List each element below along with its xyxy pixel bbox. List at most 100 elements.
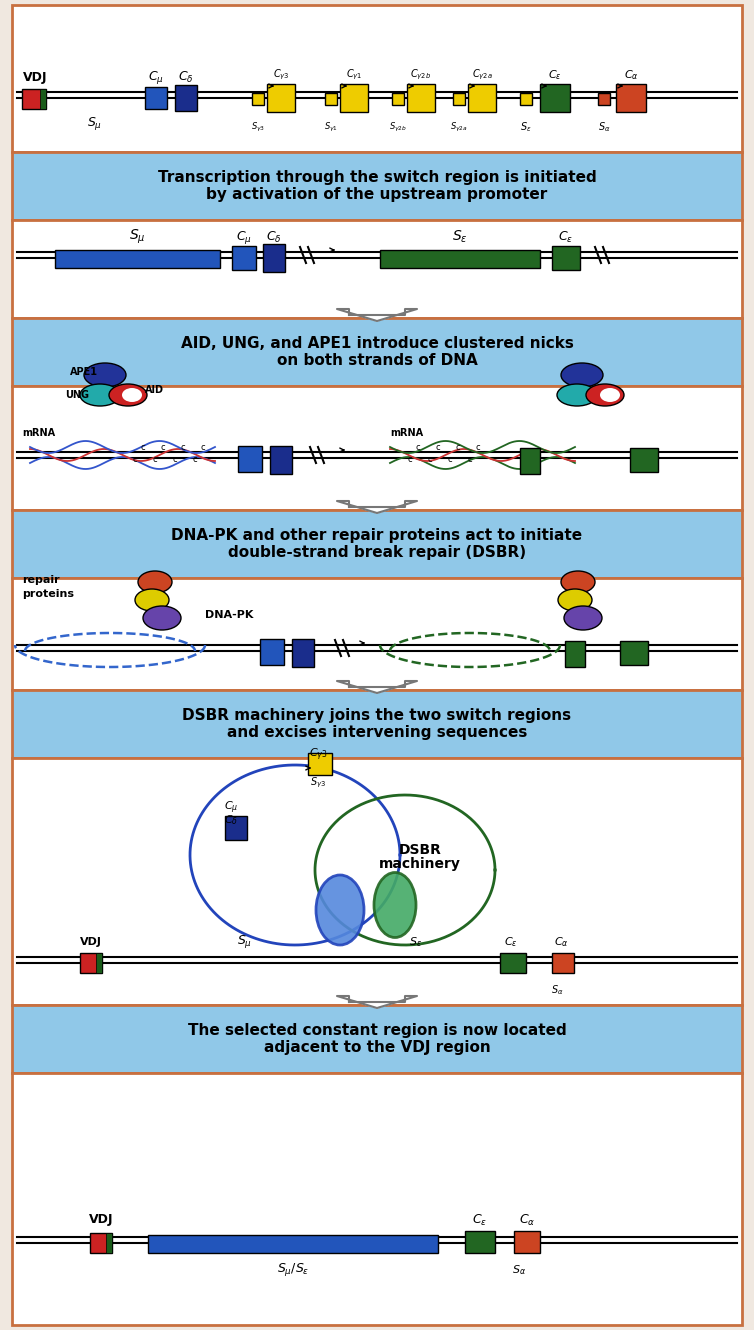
Text: c: c xyxy=(476,443,480,452)
Text: $C_{\gamma3}$: $C_{\gamma3}$ xyxy=(308,747,327,763)
Text: c: c xyxy=(141,443,146,452)
Text: $C_{\epsilon}$: $C_{\epsilon}$ xyxy=(504,935,518,948)
Bar xyxy=(260,638,284,665)
Text: $C_{\gamma3}$: $C_{\gamma3}$ xyxy=(273,68,290,82)
Bar xyxy=(55,250,220,269)
Ellipse shape xyxy=(84,363,126,387)
Ellipse shape xyxy=(586,384,624,406)
Bar xyxy=(263,243,285,273)
Bar xyxy=(40,89,46,109)
Text: AID, UNG, and APE1 introduce clustered nicks
on both strands of DNA: AID, UNG, and APE1 introduce clustered n… xyxy=(180,335,574,368)
Bar xyxy=(340,84,368,112)
Text: $C_{\epsilon}$: $C_{\epsilon}$ xyxy=(473,1213,488,1228)
Polygon shape xyxy=(337,501,417,513)
Ellipse shape xyxy=(138,571,172,593)
Text: DNA-PK: DNA-PK xyxy=(205,610,253,620)
Text: c: c xyxy=(181,443,185,452)
Bar xyxy=(468,84,496,112)
Bar xyxy=(232,246,256,270)
Ellipse shape xyxy=(122,388,142,402)
Text: $C_{\delta}$: $C_{\delta}$ xyxy=(178,69,194,85)
Bar xyxy=(540,84,570,112)
Bar xyxy=(514,1232,540,1253)
Text: c: c xyxy=(153,455,158,464)
Bar xyxy=(175,85,197,110)
Ellipse shape xyxy=(564,606,602,630)
Text: $C_{\alpha}$: $C_{\alpha}$ xyxy=(624,68,639,82)
Text: $S_{\gamma2a}$: $S_{\gamma2a}$ xyxy=(450,121,468,133)
Ellipse shape xyxy=(558,589,592,610)
Ellipse shape xyxy=(135,589,169,610)
Text: $S_{\gamma3}$: $S_{\gamma3}$ xyxy=(251,121,265,133)
Text: c: c xyxy=(455,443,460,452)
Text: c: c xyxy=(415,443,420,452)
Text: c: c xyxy=(436,443,440,452)
Bar xyxy=(106,1233,112,1253)
Bar xyxy=(565,641,585,668)
Text: $C_{\mu}$: $C_{\mu}$ xyxy=(236,229,252,246)
Text: $C_{\delta}$: $C_{\delta}$ xyxy=(224,813,238,827)
Text: $C_{\alpha}$: $C_{\alpha}$ xyxy=(553,935,569,948)
Text: c: c xyxy=(161,443,165,452)
Text: $C_{\gamma2a}$: $C_{\gamma2a}$ xyxy=(471,68,492,82)
Bar xyxy=(96,954,102,974)
Bar xyxy=(12,152,742,219)
Text: VDJ: VDJ xyxy=(89,1213,113,1226)
Bar xyxy=(308,753,332,775)
Bar xyxy=(12,579,742,690)
Text: c: c xyxy=(467,455,472,464)
Bar xyxy=(630,448,658,472)
Bar xyxy=(552,246,580,270)
Bar xyxy=(238,446,262,472)
Text: $C_{\delta}$: $C_{\delta}$ xyxy=(266,230,282,245)
Text: DNA-PK and other repair proteins act to initiate
double-strand break repair (DSB: DNA-PK and other repair proteins act to … xyxy=(171,528,583,560)
Bar xyxy=(12,5,742,152)
Text: Transcription through the switch region is initiated
by activation of the upstre: Transcription through the switch region … xyxy=(158,170,596,202)
Text: mRNA: mRNA xyxy=(22,428,55,438)
Text: c: c xyxy=(428,455,432,464)
Text: $S_{\mu}/S_{\epsilon}$: $S_{\mu}/S_{\epsilon}$ xyxy=(277,1261,309,1278)
Bar xyxy=(22,89,46,109)
Text: $C_{\gamma1}$: $C_{\gamma1}$ xyxy=(346,68,362,82)
Bar xyxy=(12,509,742,579)
Bar xyxy=(520,448,540,473)
Text: VDJ: VDJ xyxy=(23,70,48,84)
Bar xyxy=(520,93,532,105)
Bar xyxy=(12,386,742,509)
Text: $C_{\alpha}$: $C_{\alpha}$ xyxy=(519,1213,535,1228)
Text: $S_{\alpha}$: $S_{\alpha}$ xyxy=(598,120,610,134)
Ellipse shape xyxy=(316,875,364,946)
Bar xyxy=(380,250,540,269)
Text: DSBR machinery joins the two switch regions
and excises intervening sequences: DSBR machinery joins the two switch regi… xyxy=(182,708,572,741)
Bar xyxy=(145,86,167,109)
Text: proteins: proteins xyxy=(22,589,74,599)
Bar xyxy=(252,93,264,105)
Text: $S_{\mu}$: $S_{\mu}$ xyxy=(238,934,253,951)
Text: machinery: machinery xyxy=(379,857,461,871)
Bar xyxy=(292,638,314,668)
Polygon shape xyxy=(337,309,417,321)
Text: The selected constant region is now located
adjacent to the VDJ region: The selected constant region is now loca… xyxy=(188,1023,566,1055)
Text: $S_{\mu}$: $S_{\mu}$ xyxy=(129,227,146,246)
Bar xyxy=(500,954,526,974)
Text: $S_{\gamma3}$: $S_{\gamma3}$ xyxy=(310,775,326,790)
Ellipse shape xyxy=(374,872,416,938)
Bar xyxy=(80,954,102,974)
Text: UNG: UNG xyxy=(65,390,89,400)
Bar xyxy=(12,758,742,1005)
Text: $C_{\mu}$: $C_{\mu}$ xyxy=(148,69,164,85)
Text: repair: repair xyxy=(22,575,60,585)
Text: $C_{\epsilon}$: $C_{\epsilon}$ xyxy=(548,68,562,82)
Bar xyxy=(270,446,292,473)
Text: $S_{\alpha}$: $S_{\alpha}$ xyxy=(550,983,563,998)
Bar xyxy=(620,641,648,665)
Bar xyxy=(465,1232,495,1253)
Text: $S_{\epsilon}$: $S_{\epsilon}$ xyxy=(520,120,532,134)
Bar xyxy=(12,1073,742,1325)
Text: c: c xyxy=(408,455,412,464)
Text: c: c xyxy=(201,443,205,452)
Bar xyxy=(453,93,465,105)
Bar xyxy=(392,93,404,105)
Bar xyxy=(90,1233,112,1253)
Ellipse shape xyxy=(109,384,147,406)
